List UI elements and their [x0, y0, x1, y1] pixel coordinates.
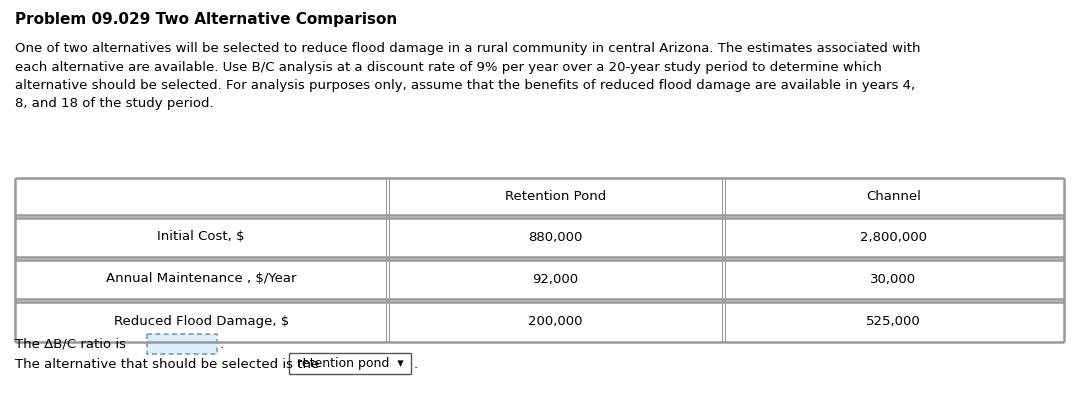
FancyBboxPatch shape — [147, 334, 217, 354]
Text: .: . — [414, 358, 419, 370]
Text: 2,800,000: 2,800,000 — [860, 230, 927, 244]
Text: The alternative that should be selected is the: The alternative that should be selected … — [15, 358, 324, 370]
Text: The ΔB/C ratio is: The ΔB/C ratio is — [15, 337, 131, 351]
Text: Channel: Channel — [866, 190, 921, 204]
Text: 200,000: 200,000 — [528, 315, 583, 328]
Text: .: . — [220, 337, 224, 351]
Text: 880,000: 880,000 — [528, 230, 583, 244]
Text: One of two alternatives will be selected to reduce flood damage in a rural commu: One of two alternatives will be selected… — [15, 42, 920, 111]
Text: 92,000: 92,000 — [532, 273, 578, 285]
Text: Problem 09.029 Two Alternative Comparison: Problem 09.029 Two Alternative Compariso… — [15, 12, 397, 27]
FancyBboxPatch shape — [289, 353, 411, 374]
Text: 525,000: 525,000 — [866, 315, 920, 328]
Text: Retention Pond: Retention Pond — [505, 190, 606, 204]
Text: Reduced Flood Damage, $: Reduced Flood Damage, $ — [113, 315, 289, 328]
Text: retention pond  ▾: retention pond ▾ — [297, 357, 404, 370]
Text: Initial Cost, $: Initial Cost, $ — [158, 230, 245, 244]
Text: Annual Maintenance , $/Year: Annual Maintenance , $/Year — [106, 273, 297, 285]
Text: 30,000: 30,000 — [871, 273, 916, 285]
